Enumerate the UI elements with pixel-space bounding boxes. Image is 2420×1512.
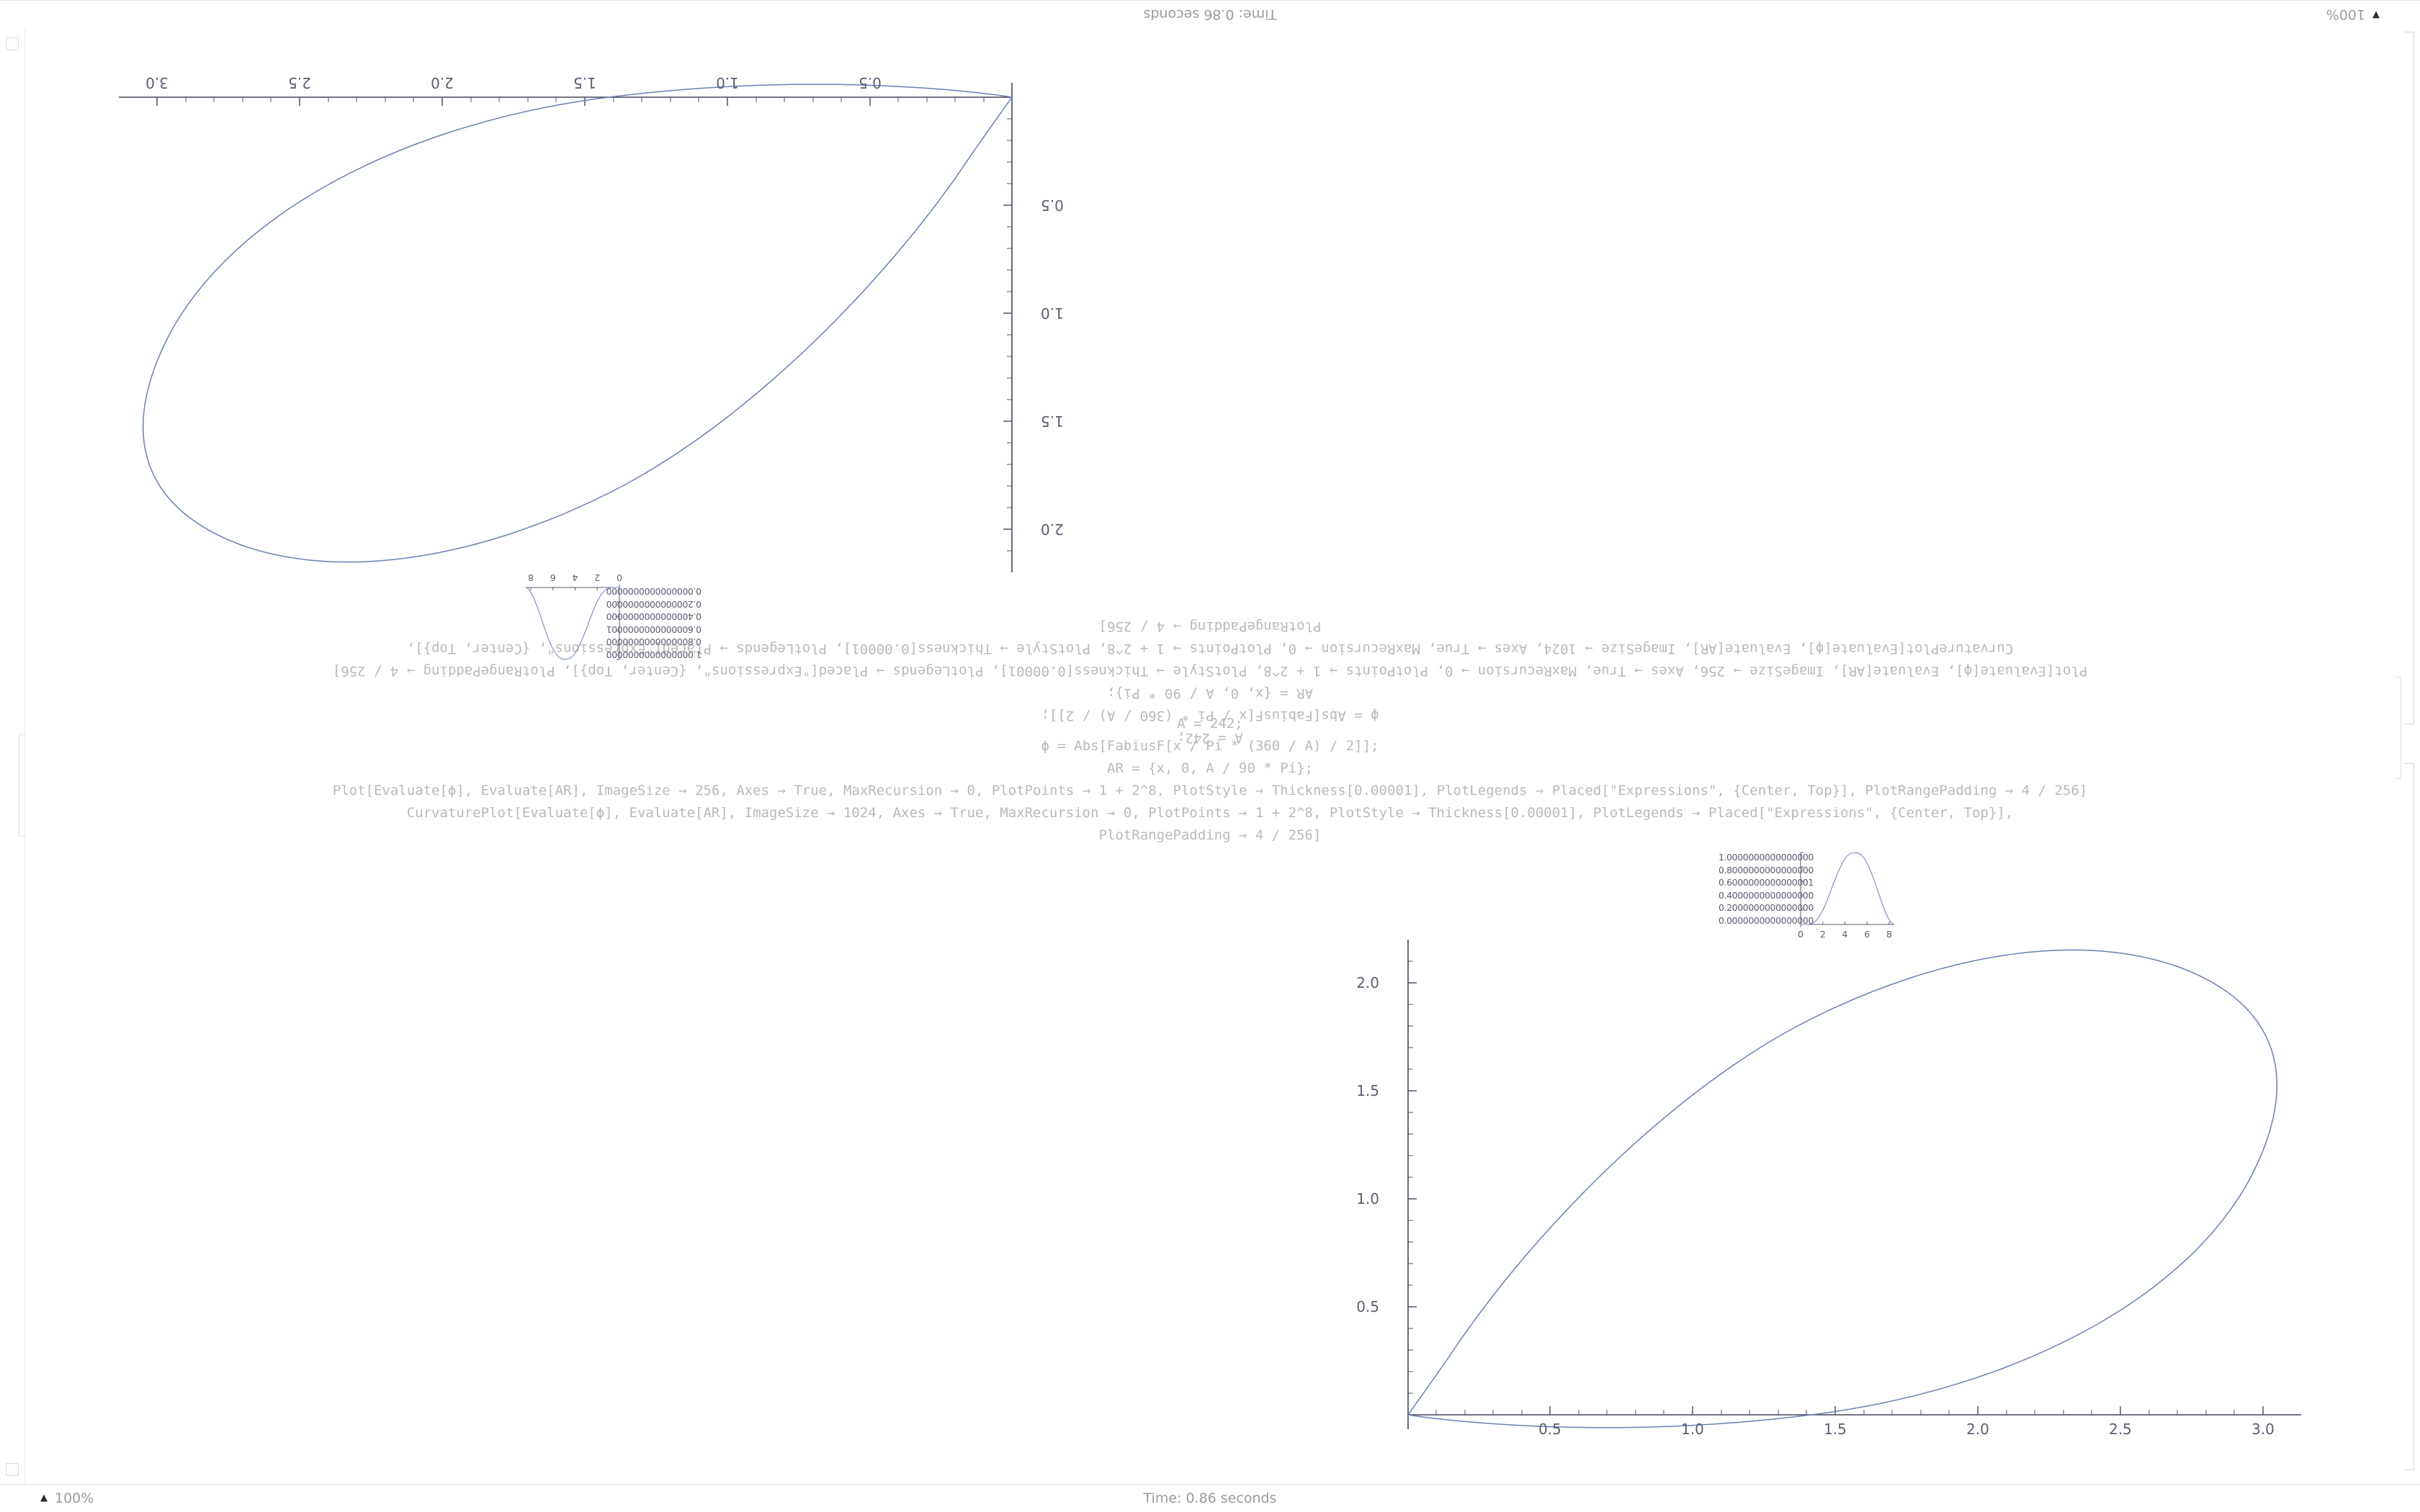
big-ytick-0: 0.5 xyxy=(1356,1298,1379,1315)
inset-y-tick-labels: 1.0000000000000000 0.8000000000000000 0.… xyxy=(1718,851,1814,927)
status-bar-mirrored: ▼ 100% Time: 0.86 seconds xyxy=(0,0,2420,28)
notebook-pane-main: Α = 242; ϕ = Abs[FabiusF[x / Pi * (360 /… xyxy=(0,716,2420,1512)
legend-inset-plot-mirror: 1.0000000000000000 0.8000000000000000 0.… xyxy=(521,572,702,662)
big-ytick-0: 0.5 xyxy=(1041,197,1064,214)
inset-ytick-3: 0.4000000000000000 xyxy=(1718,889,1814,901)
status-time-mirrored: Time: 0.86 seconds xyxy=(1143,6,1277,22)
curvature-plot-mirror: 0.5 1.0 1.5 2.0 0.5 1.0 1.5 2.0 2.5 3.0 xyxy=(119,61,1064,572)
big-xtick-0: 0.5 xyxy=(1538,1421,1561,1438)
status-time: Time: 0.86 seconds xyxy=(1143,1490,1277,1506)
code-cell[interactable]: Α = 242; ϕ = Abs[FabiusF[x / Pi * (360 /… xyxy=(0,713,2420,847)
inset-plot-frame xyxy=(525,585,620,660)
inset-ytick-0: 1.0000000000000000 xyxy=(1718,852,1814,863)
big-xtick-3: 2.0 xyxy=(431,74,454,91)
big-xtick-0: 0.5 xyxy=(859,74,882,91)
cell-bracket-upper[interactable] xyxy=(2404,32,2414,724)
big-xtick-5: 3.0 xyxy=(2251,1421,2275,1438)
code-line-6: PlotRangePadding → 4 / 256] xyxy=(1098,618,1322,634)
inset-xtick-0: 0 xyxy=(1798,929,1803,940)
inset-ytick-2: 0.6000000000000001 xyxy=(1718,877,1814,888)
zoom-level-label: 100% xyxy=(55,1490,94,1506)
code-line-6: PlotRangePadding → 4 / 256] xyxy=(1098,827,1322,843)
rail-stub-top[interactable] xyxy=(6,37,19,50)
big-xtick-5: 3.0 xyxy=(145,74,169,91)
rail-stub-bottom[interactable] xyxy=(6,1463,19,1476)
big-xtick-3: 2.0 xyxy=(1966,1421,1989,1438)
inset-xtick-3: 6 xyxy=(550,572,556,583)
big-ytick-3: 2.0 xyxy=(1041,521,1064,538)
inset-ytick-1: 0.8000000000000000 xyxy=(606,636,702,648)
notebook-pane-mirrored: Α = 242; ϕ = Abs[FabiusF[x / Pi * (360 /… xyxy=(119,61,2088,746)
inset-xtick-2: 4 xyxy=(1842,929,1848,940)
legend-inset-plot: 1.0000000000000000 0.8000000000000000 0.… xyxy=(1718,850,1899,940)
code-line-3: ΑR = {x, 0, Α / 90 * Pi}; xyxy=(1107,685,1313,701)
code-line-5: CurvaturePlot[Evaluate[ϕ], Evaluate[ΑR],… xyxy=(406,641,2014,657)
inset-xtick-3: 6 xyxy=(1864,929,1870,940)
inset-ytick-5: 0.0000000000000000 xyxy=(1718,914,1814,926)
inset-ytick-4: 0.2000000000000000 xyxy=(606,598,702,610)
code-line-3: ΑR = {x, 0, Α / 90 * Pi}; xyxy=(1107,760,1313,776)
big-xtick-4: 2.5 xyxy=(2109,1421,2132,1438)
inset-plot-svg xyxy=(525,585,620,660)
inset-plot-svg xyxy=(1800,852,1895,927)
inset-xtick-1: 2 xyxy=(594,572,601,583)
big-ytick-1: 1.0 xyxy=(1356,1190,1379,1207)
big-ytick-1: 1.0 xyxy=(1041,305,1064,322)
code-line-2: ϕ = Abs[FabiusF[x / Pi * (360 / Α) / 2]]… xyxy=(1041,738,1379,754)
inset-xtick-0: 0 xyxy=(617,572,622,583)
curvature-plot-svg xyxy=(1407,940,2301,1429)
inset-ytick-1: 0.8000000000000000 xyxy=(1718,864,1814,876)
big-xtick-4: 2.5 xyxy=(288,74,311,91)
inset-y-tick-labels: 1.0000000000000000 0.8000000000000000 0.… xyxy=(606,585,702,661)
curvature-plot: 0.5 1.0 1.5 2.0 0.5 1.0 1.5 2.0 2.5 3.0 xyxy=(1356,940,2301,1451)
inset-xtick-4: 8 xyxy=(1886,929,1892,940)
left-window-rail xyxy=(0,0,25,1512)
inset-ytick-3: 0.4000000000000000 xyxy=(606,611,702,623)
inset-xtick-4: 8 xyxy=(528,572,534,583)
code-line-1: Α = 242; xyxy=(1177,716,1243,732)
inset-ytick-4: 0.2000000000000000 xyxy=(1718,902,1814,914)
cell-bracket-inner-lower[interactable] xyxy=(19,734,26,837)
code-line-4: Plot[Evaluate[ϕ], Evaluate[ΑR], ImageSiz… xyxy=(332,783,2088,798)
curvature-plot-svg xyxy=(119,83,1013,572)
cell-bracket-inner-upper[interactable] xyxy=(2394,677,2401,779)
inset-ytick-5: 0.0000000000000000 xyxy=(606,586,702,598)
code-line-4: Plot[Evaluate[ϕ], Evaluate[ΑR], ImageSiz… xyxy=(332,663,2088,679)
caret-up-icon[interactable]: ▲ xyxy=(40,1493,48,1503)
cell-bracket-lower[interactable] xyxy=(2404,763,2414,1470)
status-bar: ▲ 100% Time: 0.86 seconds xyxy=(0,1484,2420,1512)
big-ytick-3: 2.0 xyxy=(1356,974,1379,991)
big-xtick-1: 1.0 xyxy=(1681,1421,1704,1438)
inset-xtick-2: 4 xyxy=(572,572,578,583)
inset-ytick-2: 0.6000000000000001 xyxy=(606,624,702,635)
big-xtick-2: 1.5 xyxy=(573,74,596,91)
code-line-5: CurvaturePlot[Evaluate[ϕ], Evaluate[ΑR],… xyxy=(406,805,2014,821)
inset-plot-frame xyxy=(1800,852,1895,927)
inset-ytick-0: 1.0000000000000000 xyxy=(606,649,702,660)
inset-xtick-1: 2 xyxy=(1819,929,1826,940)
zoom-control[interactable]: ▲ 100% xyxy=(40,1485,94,1512)
big-ytick-2: 1.5 xyxy=(1041,413,1064,430)
big-xtick-2: 1.5 xyxy=(1824,1421,1847,1438)
big-xtick-1: 1.0 xyxy=(716,74,739,91)
big-ytick-2: 1.5 xyxy=(1356,1082,1379,1099)
